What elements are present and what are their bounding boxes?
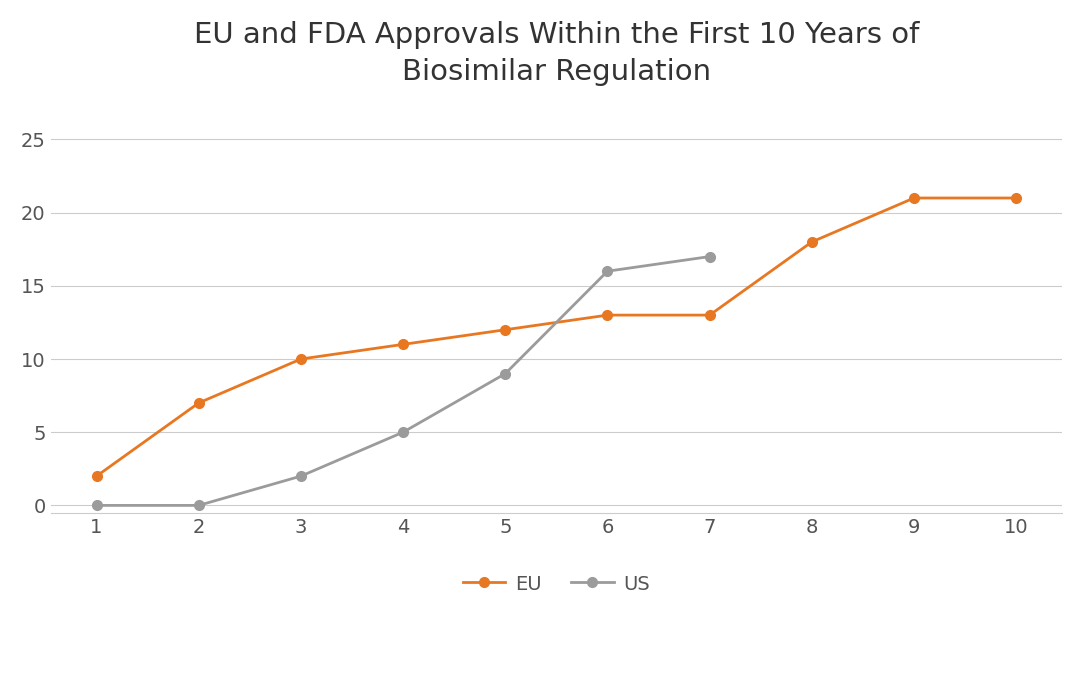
EU (601, 311, 614, 319)
EU (396, 340, 409, 348)
US (499, 370, 512, 378)
EU (908, 194, 921, 202)
US (193, 502, 206, 510)
US (90, 502, 103, 510)
EU (703, 311, 716, 319)
Line: US: US (92, 251, 715, 510)
EU (499, 326, 512, 334)
US (295, 472, 308, 480)
Line: EU: EU (92, 193, 1021, 481)
EU (193, 399, 206, 407)
EU (90, 472, 103, 480)
EU (806, 238, 819, 246)
EU (1009, 194, 1022, 202)
US (601, 267, 614, 275)
Title: EU and FDA Approvals Within the First 10 Years of
Biosimilar Regulation: EU and FDA Approvals Within the First 10… (194, 21, 919, 86)
US (703, 253, 716, 261)
EU (295, 355, 308, 363)
Legend: EU, US: EU, US (455, 566, 657, 602)
US (396, 428, 409, 436)
